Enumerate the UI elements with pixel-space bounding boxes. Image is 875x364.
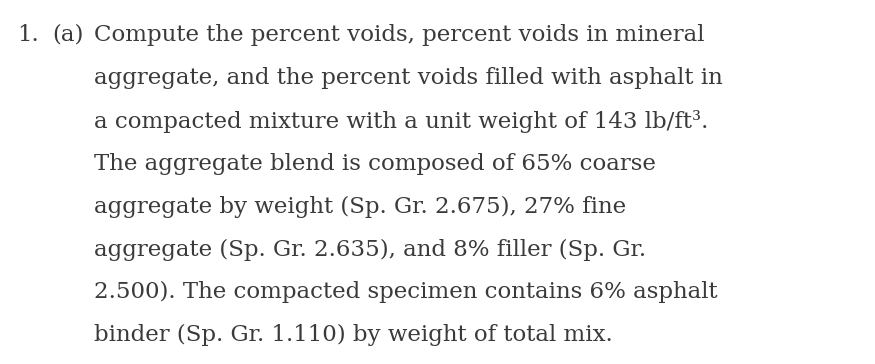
Text: aggregate (Sp. Gr. 2.635), and 8% filler (Sp. Gr.: aggregate (Sp. Gr. 2.635), and 8% filler… xyxy=(94,238,647,261)
Text: binder (Sp. Gr. 1.110) by weight of total mix.: binder (Sp. Gr. 1.110) by weight of tota… xyxy=(94,324,613,347)
Text: The aggregate blend is composed of 65% coarse: The aggregate blend is composed of 65% c… xyxy=(94,153,656,174)
Text: aggregate, and the percent voids filled with asphalt in: aggregate, and the percent voids filled … xyxy=(94,67,724,88)
Text: a compacted mixture with a unit weight of 143 lb/ft³.: a compacted mixture with a unit weight o… xyxy=(94,110,709,132)
Text: 1.: 1. xyxy=(18,24,39,46)
Text: Compute the percent voids, percent voids in mineral: Compute the percent voids, percent voids… xyxy=(94,24,705,46)
Text: 2.500). The compacted specimen contains 6% asphalt: 2.500). The compacted specimen contains … xyxy=(94,281,718,304)
Text: aggregate by weight (Sp. Gr. 2.675), 27% fine: aggregate by weight (Sp. Gr. 2.675), 27%… xyxy=(94,195,626,218)
Text: (a): (a) xyxy=(52,24,84,46)
